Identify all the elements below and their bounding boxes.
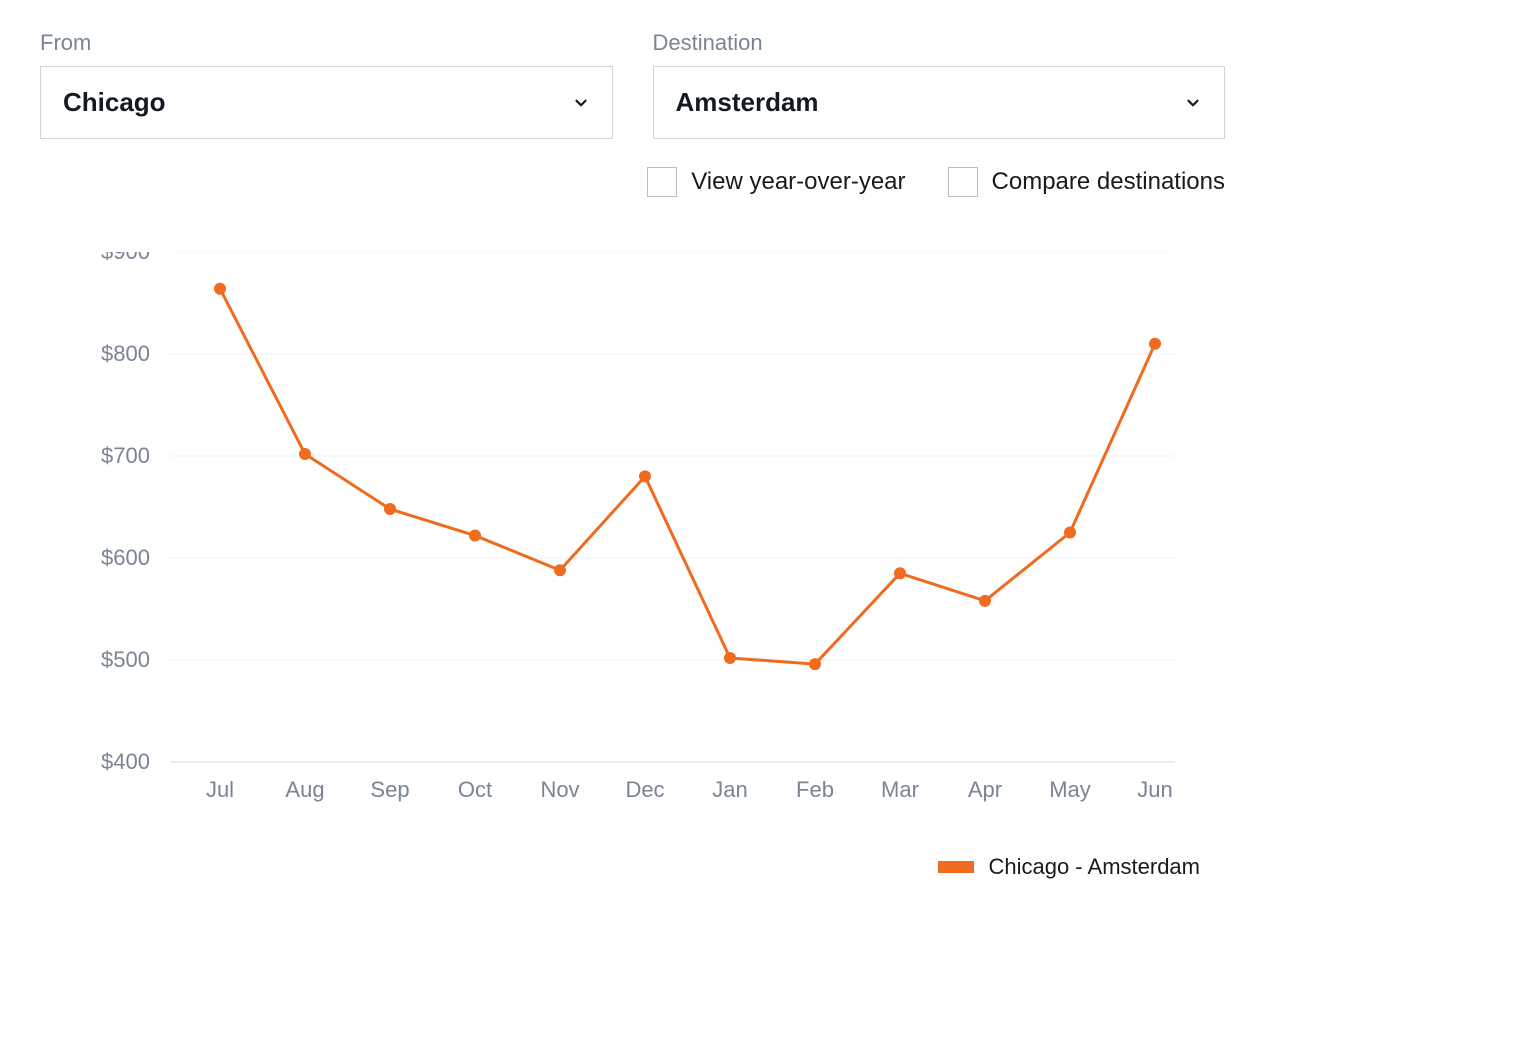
compare-destinations-label: Compare destinations bbox=[992, 168, 1225, 196]
svg-text:$800: $800 bbox=[101, 341, 150, 366]
legend-swatch bbox=[938, 861, 974, 873]
destination-select-value: Amsterdam bbox=[676, 87, 819, 118]
checkbox-box bbox=[948, 167, 978, 197]
svg-text:Apr: Apr bbox=[968, 777, 1002, 802]
options-row: View year-over-year Compare destinations bbox=[40, 167, 1225, 197]
from-select[interactable]: Chicago bbox=[40, 66, 613, 139]
svg-text:Jan: Jan bbox=[712, 777, 747, 802]
legend-label: Chicago - Amsterdam bbox=[988, 854, 1200, 880]
chart-svg: $400 $500 $600 $700 $800 $900 Jul Aug Sep Oct Nov D… bbox=[40, 252, 1190, 812]
page-root: From Chicago Destination Amsterdam View … bbox=[0, 0, 1540, 1052]
destination-select[interactable]: Amsterdam bbox=[653, 66, 1226, 139]
svg-text:$900: $900 bbox=[101, 252, 150, 264]
chevron-down-icon bbox=[572, 94, 590, 112]
legend-row: Chicago - Amsterdam bbox=[40, 854, 1230, 880]
destination-label: Destination bbox=[653, 30, 1226, 56]
selectors-row: From Chicago Destination Amsterdam bbox=[40, 30, 1225, 139]
svg-text:$400: $400 bbox=[101, 749, 150, 774]
svg-text:Jul: Jul bbox=[206, 777, 234, 802]
price-chart: $400 $500 $600 $700 $800 $900 Jul Aug Sep Oct Nov D… bbox=[40, 252, 1190, 822]
svg-text:Mar: Mar bbox=[881, 777, 919, 802]
from-selector-group: From Chicago bbox=[40, 30, 613, 139]
destination-selector-group: Destination Amsterdam bbox=[653, 30, 1226, 139]
svg-text:Aug: Aug bbox=[285, 777, 324, 802]
svg-text:$500: $500 bbox=[101, 647, 150, 672]
chevron-down-icon bbox=[1184, 94, 1202, 112]
svg-text:May: May bbox=[1049, 777, 1091, 802]
year-over-year-checkbox[interactable]: View year-over-year bbox=[647, 167, 905, 197]
from-label: From bbox=[40, 30, 613, 56]
svg-text:$600: $600 bbox=[101, 545, 150, 570]
svg-text:Oct: Oct bbox=[458, 777, 492, 802]
year-over-year-label: View year-over-year bbox=[691, 168, 905, 196]
svg-text:Sep: Sep bbox=[370, 777, 409, 802]
checkbox-box bbox=[647, 167, 677, 197]
compare-destinations-checkbox[interactable]: Compare destinations bbox=[948, 167, 1225, 197]
svg-text:Nov: Nov bbox=[540, 777, 579, 802]
svg-text:$700: $700 bbox=[101, 443, 150, 468]
svg-text:Feb: Feb bbox=[796, 777, 834, 802]
svg-text:Dec: Dec bbox=[625, 777, 664, 802]
from-select-value: Chicago bbox=[63, 87, 166, 118]
svg-text:Jun: Jun bbox=[1137, 777, 1172, 802]
legend-item: Chicago - Amsterdam bbox=[938, 854, 1200, 880]
